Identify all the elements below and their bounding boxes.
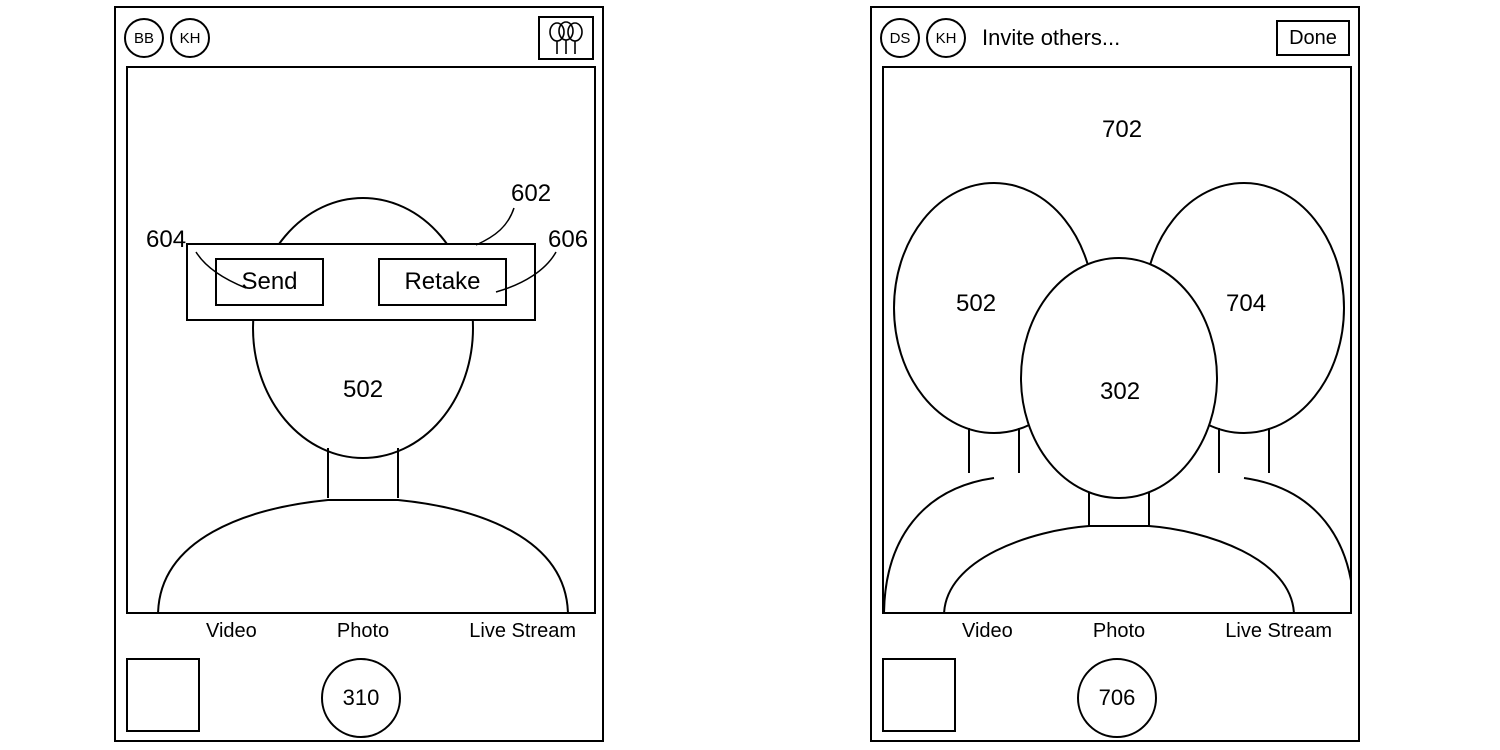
ref-302: 302 [1100,378,1140,406]
mode-photo[interactable]: Photo [337,620,389,643]
ref-706: 706 [1099,685,1136,711]
left-header: BB KH [124,16,594,60]
balloons-icon [546,20,586,56]
left-viewport: 502 [126,66,596,614]
right-viewport: 702 502 704 302 [882,66,1352,614]
balloons-button[interactable] [538,16,594,60]
right-thumbnail[interactable] [882,658,956,732]
avatar-kh[interactable]: KH [170,18,210,58]
avatar-kh-r[interactable]: KH [926,18,966,58]
left-shutter[interactable]: 310 [321,658,401,738]
retake-button[interactable]: Retake [378,258,506,306]
ref-606: 606 [548,226,588,254]
mode-photo-r[interactable]: Photo [1093,620,1145,643]
ref-704: 704 [1226,290,1266,318]
done-button[interactable]: Done [1276,20,1350,56]
right-device-frame: DS KH Invite others... Done [870,6,1360,742]
action-panel: Send Retake [186,243,536,321]
ref-502-r: 502 [956,290,996,318]
retake-button-label: Retake [404,268,480,295]
left-mode-row: Video Photo Live Stream [206,620,576,643]
send-button[interactable]: Send [215,258,323,306]
ref-604: 604 [146,226,186,254]
right-mode-row: Video Photo Live Stream [962,620,1332,643]
right-header: DS KH Invite others... Done [880,16,1350,60]
mode-livestream[interactable]: Live Stream [469,620,576,643]
avatar-ds[interactable]: DS [880,18,920,58]
left-thumbnail[interactable] [126,658,200,732]
mode-video[interactable]: Video [206,620,257,643]
ref-502-left: 502 [343,376,383,404]
silhouette-group [884,68,1352,614]
mode-video-r[interactable]: Video [962,620,1013,643]
invite-others-text[interactable]: Invite others... [982,25,1120,51]
send-button-label: Send [241,268,297,295]
avatar-bb[interactable]: BB [124,18,164,58]
avatar-kh-r-label: KH [936,30,957,47]
done-button-label: Done [1289,27,1337,50]
silhouette-single [128,68,596,614]
left-device-frame: BB KH [114,6,604,742]
ref-310: 310 [343,685,380,711]
ref-702: 702 [1102,116,1142,144]
mode-livestream-r[interactable]: Live Stream [1225,620,1332,643]
avatar-bb-label: BB [134,30,154,47]
avatar-ds-label: DS [890,30,911,47]
ref-602: 602 [511,180,551,208]
right-shutter[interactable]: 706 [1077,658,1157,738]
avatar-kh-label: KH [180,30,201,47]
